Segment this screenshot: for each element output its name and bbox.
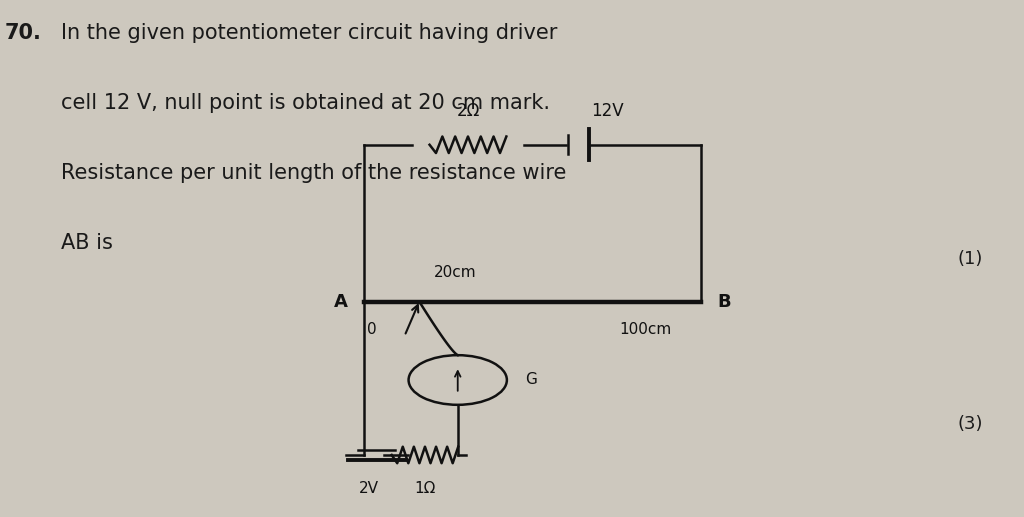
Text: G: G bbox=[525, 372, 538, 388]
Text: 12V: 12V bbox=[591, 102, 624, 120]
Text: A: A bbox=[334, 294, 348, 311]
Text: 70.: 70. bbox=[5, 23, 42, 43]
Text: AB is: AB is bbox=[61, 233, 114, 253]
Text: 20cm: 20cm bbox=[434, 265, 477, 280]
Text: 1Ω: 1Ω bbox=[415, 481, 435, 496]
Text: B: B bbox=[717, 294, 731, 311]
Text: (3): (3) bbox=[957, 415, 983, 433]
Text: 100cm: 100cm bbox=[618, 322, 672, 337]
Text: 0: 0 bbox=[367, 322, 377, 337]
Text: cell 12 V, null point is obtained at 20 cm mark.: cell 12 V, null point is obtained at 20 … bbox=[61, 93, 551, 113]
Text: 2V: 2V bbox=[358, 481, 379, 496]
Text: 2Ω: 2Ω bbox=[457, 102, 479, 120]
Text: In the given potentiometer circuit having driver: In the given potentiometer circuit havin… bbox=[61, 23, 558, 43]
Text: (1): (1) bbox=[957, 250, 983, 267]
Text: Resistance per unit length of the resistance wire: Resistance per unit length of the resist… bbox=[61, 163, 567, 183]
